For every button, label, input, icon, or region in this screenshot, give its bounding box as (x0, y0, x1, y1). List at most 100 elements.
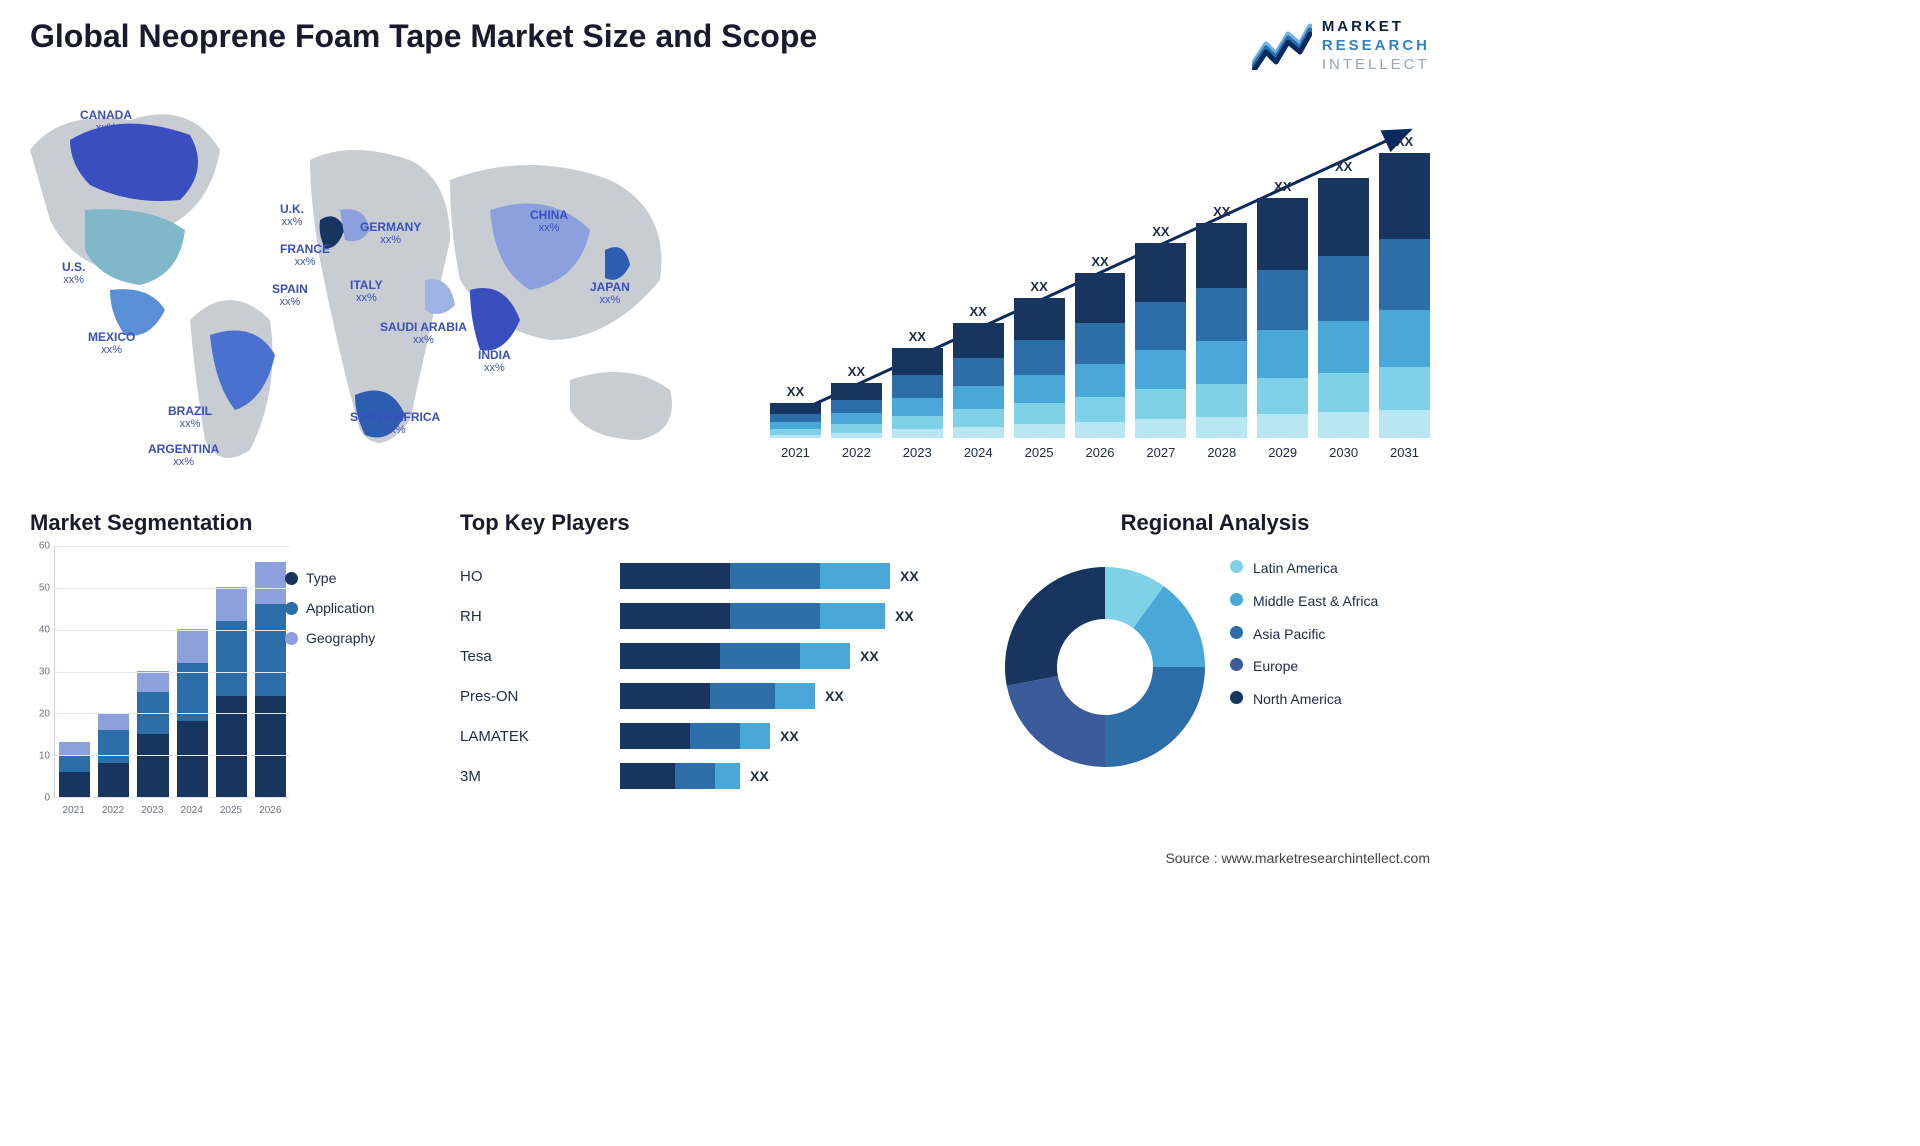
growth-value-label: XX (848, 364, 865, 379)
growth-chart: XXXXXXXXXXXXXXXXXXXXXX 20212022202320242… (770, 100, 1430, 460)
segmentation-bar (137, 671, 168, 797)
source-text: Source : www.marketresearchintellect.com (1165, 850, 1430, 866)
segmentation-bar (255, 562, 286, 797)
player-bar-row: XX (620, 756, 960, 796)
growth-value-label: XX (970, 304, 987, 319)
map-label: SAUDI ARABIAxx% (380, 320, 467, 348)
player-bar-row: XX (620, 596, 960, 636)
player-value-label: XX (900, 568, 919, 584)
growth-year-label: 2028 (1196, 445, 1247, 460)
player-value-label: XX (825, 688, 844, 704)
legend-item: Geography (285, 630, 375, 646)
map-label: JAPANxx% (590, 280, 630, 308)
player-bar-row: XX (620, 636, 960, 676)
players-panel: Top Key Players HORHTesaPres-ONLAMATEK3M… (460, 510, 980, 546)
player-value-label: XX (895, 608, 914, 624)
logo-mark-icon (1252, 22, 1312, 70)
map-label: CHINAxx% (530, 208, 568, 236)
players-title: Top Key Players (460, 510, 980, 536)
growth-year-label: 2029 (1257, 445, 1308, 460)
player-label: Tesa (460, 636, 529, 676)
growth-bar: XX (892, 329, 943, 438)
map-label: SOUTH AFRICAxx% (350, 410, 440, 438)
donut-segment (1005, 567, 1105, 686)
map-label: U.K.xx% (280, 202, 304, 230)
segmentation-year-label: 2023 (137, 805, 168, 816)
brand-logo: MARKET RESEARCH INTELLECT (1252, 18, 1430, 74)
growth-value-label: XX (787, 384, 804, 399)
growth-year-label: 2025 (1014, 445, 1065, 460)
growth-year-label: 2030 (1318, 445, 1369, 460)
player-value-label: XX (750, 768, 769, 784)
growth-value-label: XX (1030, 279, 1047, 294)
segmentation-year-label: 2026 (255, 805, 286, 816)
growth-year-label: 2024 (953, 445, 1004, 460)
growth-bar: XX (1379, 134, 1430, 438)
map-label: INDIAxx% (478, 348, 511, 376)
legend-item: Europe (1230, 658, 1378, 675)
map-label: SPAINxx% (272, 282, 308, 310)
map-label: U.S.xx% (62, 260, 85, 288)
player-label: 3M (460, 756, 529, 796)
segmentation-bar (59, 742, 90, 797)
map-label: BRAZILxx% (168, 404, 212, 432)
map-label: FRANCExx% (280, 242, 330, 270)
growth-value-label: XX (1152, 224, 1169, 239)
growth-value-label: XX (1396, 134, 1413, 149)
map-label: MEXICOxx% (88, 330, 135, 358)
growth-bar: XX (1075, 254, 1126, 438)
legend-item: North America (1230, 691, 1378, 708)
growth-year-label: 2027 (1135, 445, 1186, 460)
growth-value-label: XX (1274, 179, 1291, 194)
player-label: Pres-ON (460, 676, 529, 716)
legend-item: Asia Pacific (1230, 626, 1378, 643)
growth-bar: XX (1014, 279, 1065, 438)
segmentation-bar (216, 587, 247, 797)
donut-segment (1007, 676, 1105, 767)
world-map: CANADAxx% U.S.xx% MEXICOxx% BRAZILxx% ARGENT… (10, 80, 710, 480)
growth-bar: XX (1196, 204, 1247, 438)
legend-item: Application (285, 600, 375, 616)
segmentation-chart: 0102030405060 202120222023202420252026 (30, 546, 290, 816)
player-label: HO (460, 556, 529, 596)
growth-bar: XX (831, 364, 882, 438)
segmentation-year-label: 2024 (176, 805, 207, 816)
map-mexico (110, 289, 165, 336)
growth-value-label: XX (1213, 204, 1230, 219)
growth-year-label: 2026 (1075, 445, 1126, 460)
growth-year-label: 2021 (770, 445, 821, 460)
map-label: ARGENTINAxx% (148, 442, 219, 470)
growth-bar: XX (953, 304, 1004, 438)
map-saudi (425, 279, 455, 314)
legend-item: Type (285, 570, 375, 586)
growth-bar: XX (1135, 224, 1186, 438)
regional-panel: Regional Analysis Latin AmericaMiddle Ea… (1000, 510, 1430, 546)
map-label: CANADAxx% (80, 108, 132, 136)
legend-item: Middle East & Africa (1230, 593, 1378, 610)
regional-title: Regional Analysis (1000, 510, 1430, 536)
segmentation-legend: Type Application Geography (285, 570, 375, 660)
segmentation-year-label: 2025 (215, 805, 246, 816)
growth-year-label: 2022 (831, 445, 882, 460)
player-labels: HORHTesaPres-ONLAMATEK3M (460, 556, 529, 796)
segmentation-year-label: 2021 (58, 805, 89, 816)
player-value-label: XX (860, 648, 879, 664)
player-bar-row: XX (620, 556, 960, 596)
growth-year-label: 2023 (892, 445, 943, 460)
player-value-label: XX (780, 728, 799, 744)
regional-donut (990, 552, 1220, 782)
growth-value-label: XX (1091, 254, 1108, 269)
player-label: LAMATEK (460, 716, 529, 756)
player-bars: XX XX XX XX XX XX (620, 556, 960, 796)
logo-text: MARKET RESEARCH INTELLECT (1322, 18, 1430, 74)
growth-bar: XX (1257, 179, 1308, 438)
map-label: GERMANYxx% (360, 220, 421, 248)
regional-legend: Latin America Middle East & Africa Asia Pa… (1230, 560, 1378, 724)
donut-segment (1105, 667, 1205, 767)
page-title: Global Neoprene Foam Tape Market Size an… (30, 18, 817, 55)
growth-bar: XX (770, 384, 821, 438)
legend-item: Latin America (1230, 560, 1378, 577)
segmentation-panel: Market Segmentation 0102030405060 202120… (30, 510, 430, 816)
map-label: ITALYxx% (350, 278, 383, 306)
player-bar-row: XX (620, 676, 960, 716)
